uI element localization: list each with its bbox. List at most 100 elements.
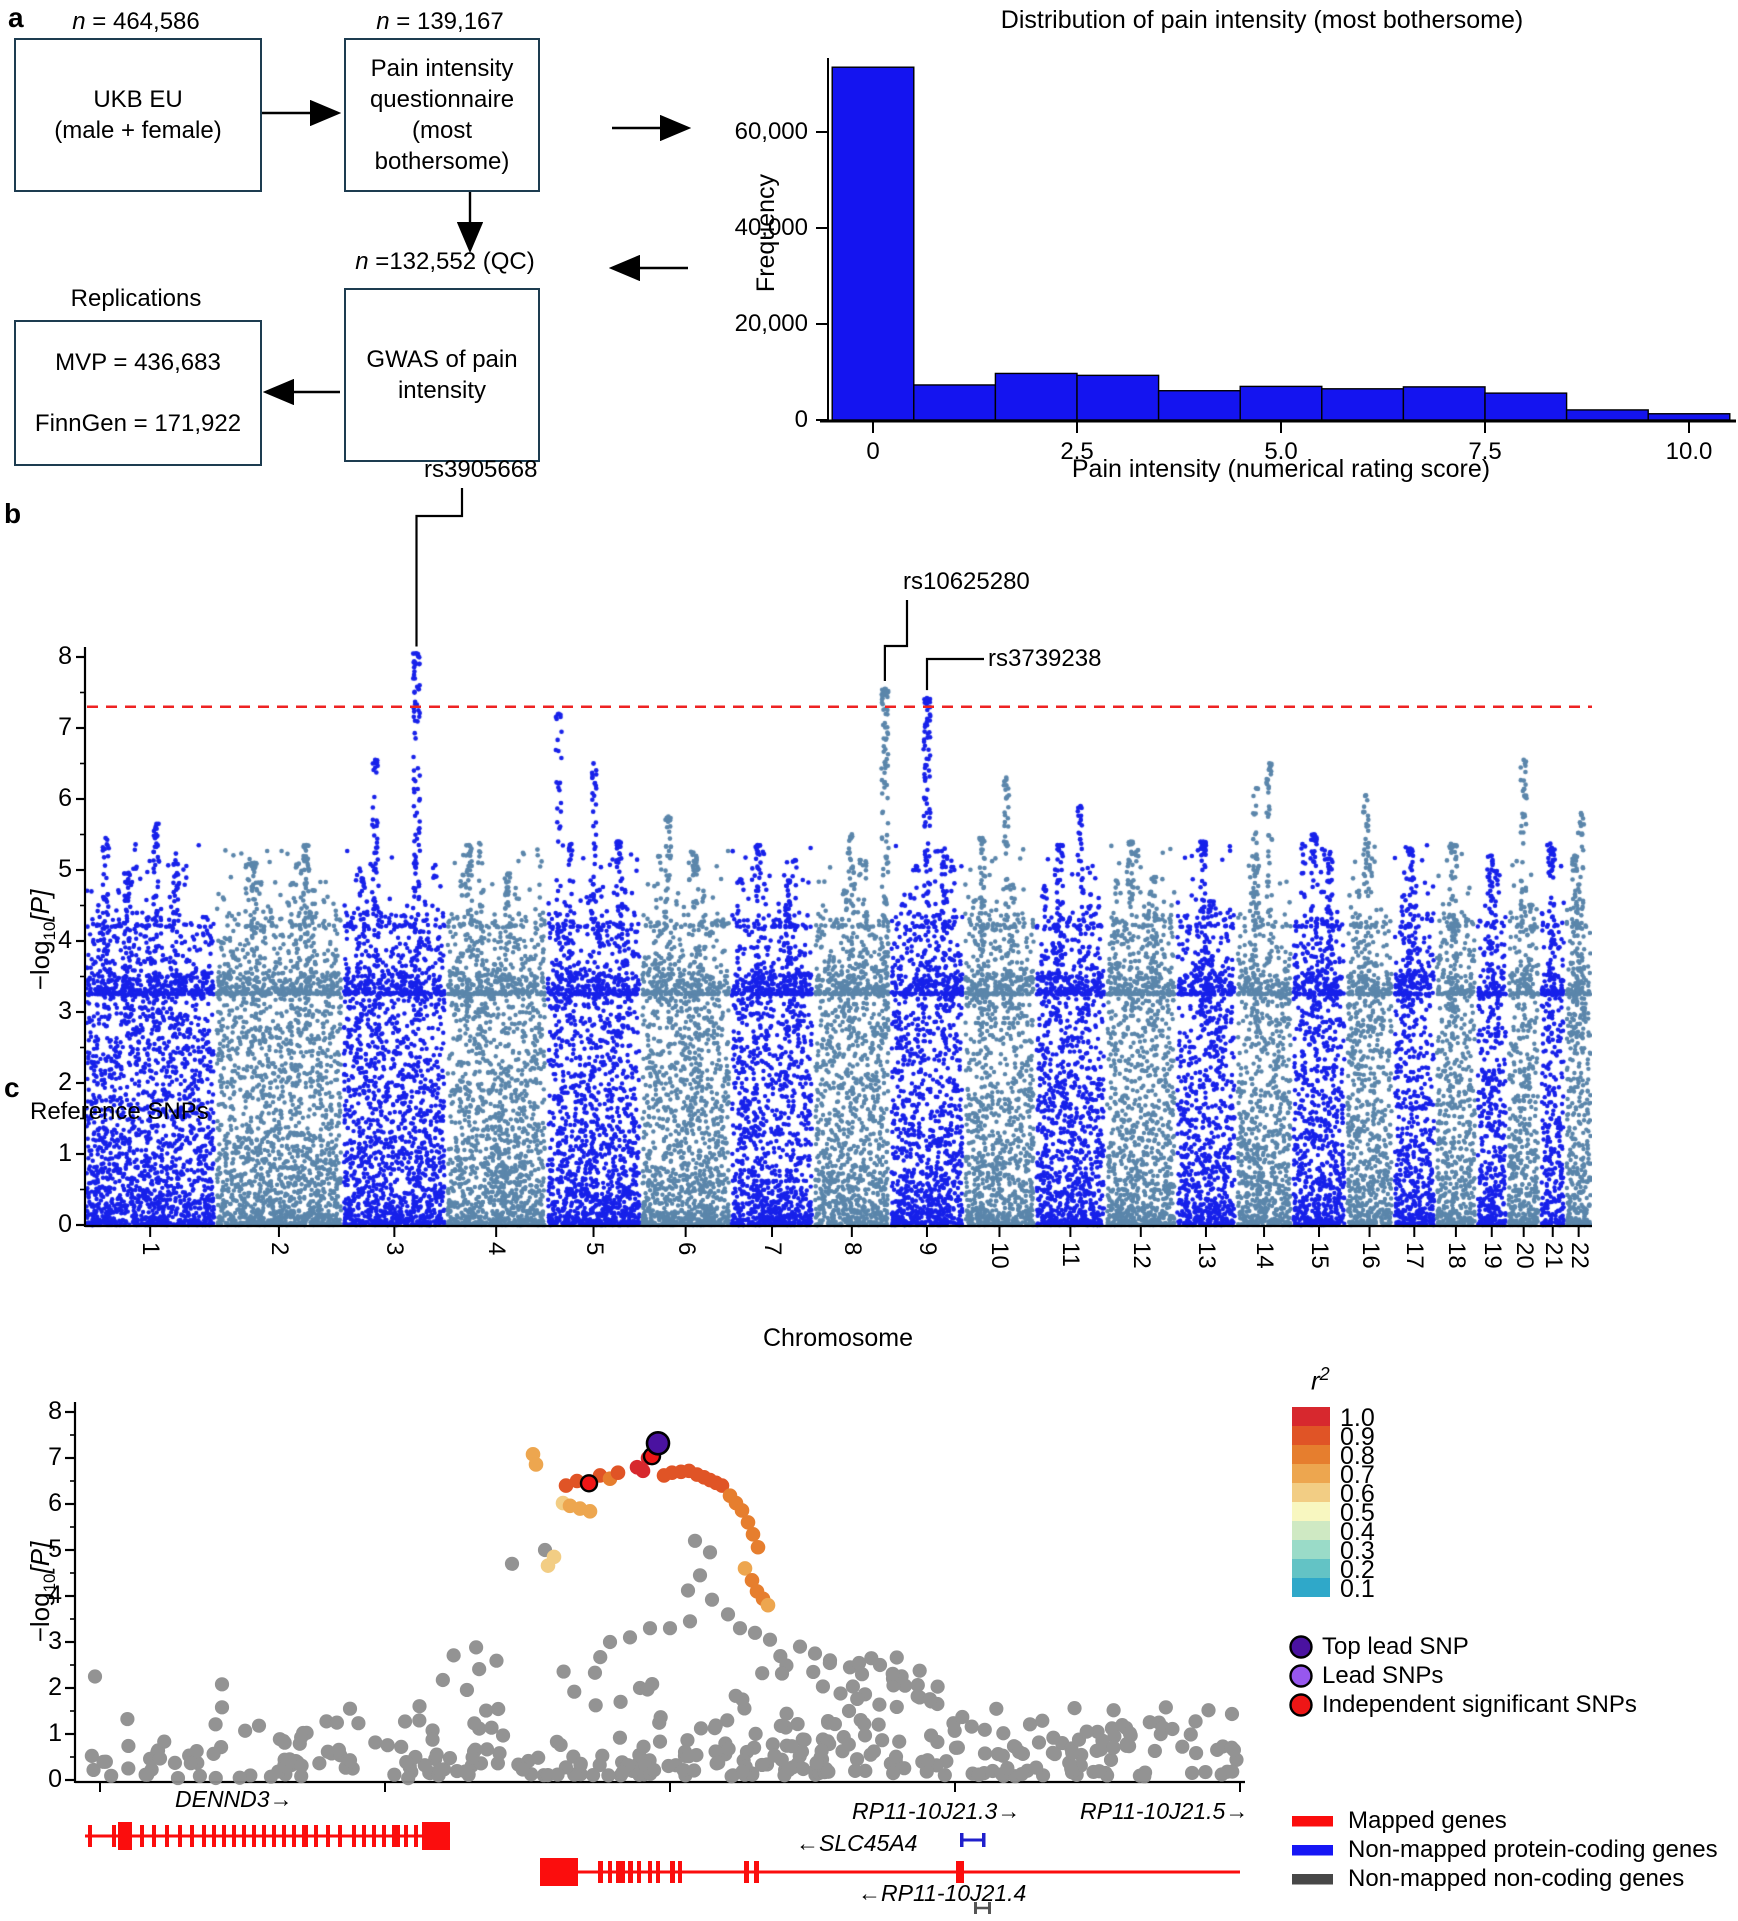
regional-ytick-6: 6 bbox=[48, 1489, 62, 1517]
gene-legend-swatch-1 bbox=[1292, 1845, 1333, 1856]
snp-legend-label-2: Independent significant SNPs bbox=[1322, 1691, 1637, 1718]
gene-legend-swatch-2 bbox=[1292, 1874, 1333, 1885]
histogram-xtick-1: 2.5 bbox=[1060, 438, 1094, 465]
flow-box-gwas-line1: GWAS of pain bbox=[366, 345, 518, 373]
snp-label-rs3905668: rs3905668 bbox=[424, 456, 538, 483]
manhattan-axes bbox=[76, 488, 1592, 1237]
manhattan-chr-label-20: 20 bbox=[1510, 1242, 1538, 1269]
sample-size-questionnaire: n = 139,167 bbox=[376, 8, 504, 35]
manhattan-ytick-2: 2 bbox=[58, 1068, 72, 1096]
replication-mvp: MVP = 436,683 bbox=[55, 348, 221, 376]
replication-finngen: FinnGen = 171,922 bbox=[34, 410, 242, 437]
manhattan-chr-label-5: 5 bbox=[580, 1242, 608, 1256]
gene-label-rp11-10j21-3: RP11-10J21.3→ bbox=[852, 1798, 1021, 1824]
manhattan-chr-label-14: 14 bbox=[1251, 1242, 1279, 1269]
gene-legend-label-2: Non-mapped non-coding genes bbox=[1348, 1865, 1685, 1892]
flow-box-ukb: UKB EU (male + female) bbox=[14, 38, 262, 192]
manhattan-chr-label-1: 1 bbox=[137, 1242, 165, 1256]
manhattan-chr-label-7: 7 bbox=[759, 1242, 787, 1256]
independent-significant-snp-0 bbox=[579, 1474, 599, 1493]
histogram-xlabel: Pain intensity (numerical rating score) bbox=[1071, 455, 1491, 483]
manhattan-ytick-8: 8 bbox=[58, 642, 72, 670]
flowchart-arrows bbox=[262, 99, 692, 406]
manhattan-chr-label-8: 8 bbox=[838, 1242, 866, 1256]
manhattan-chr-label-10: 10 bbox=[986, 1242, 1014, 1269]
histogram-bar-8 bbox=[1484, 392, 1568, 421]
r2-swatch-0.6 bbox=[1292, 1483, 1330, 1502]
r2-label-0.3: 0.3 bbox=[1340, 1537, 1375, 1565]
manhattan-ytick-1: 1 bbox=[58, 1139, 72, 1167]
top-lead-snp-dot bbox=[645, 1430, 671, 1456]
sample-size-qc: n =132,552 (QC) bbox=[355, 248, 535, 275]
r2-label-1.0: 1.0 bbox=[1340, 1404, 1375, 1432]
r2-swatch-0.8 bbox=[1292, 1445, 1330, 1464]
histogram-xtick-3: 7.5 bbox=[1468, 438, 1502, 465]
manhattan-chr-label-4: 4 bbox=[483, 1242, 511, 1256]
histogram-bar-10 bbox=[1647, 413, 1731, 421]
gene-label-dennd3: DENND3→ bbox=[175, 1786, 293, 1812]
snp-legend-marker-1 bbox=[1289, 1664, 1313, 1688]
snp-callout-0 bbox=[415, 488, 464, 647]
histogram-bar-2 bbox=[994, 372, 1078, 421]
flow-box-replications: MVP = 436,683 FinnGen = 171,922 bbox=[14, 320, 262, 466]
manhattan-ytick-0: 0 bbox=[58, 1210, 72, 1238]
r2-label-0.7: 0.7 bbox=[1340, 1461, 1375, 1489]
regional-ytick-3: 3 bbox=[48, 1627, 62, 1655]
manhattan-chr-label-2: 2 bbox=[265, 1242, 293, 1256]
histogram-ytick-2: 40,000 bbox=[734, 214, 808, 241]
manhattan-ytick-6: 6 bbox=[58, 784, 72, 812]
histogram-bar-6 bbox=[1321, 388, 1405, 421]
r2-swatch-0.5 bbox=[1292, 1502, 1330, 1521]
snp-label-rs10625280: rs10625280 bbox=[903, 568, 1030, 595]
r2-swatch-0.2 bbox=[1292, 1559, 1330, 1578]
manhattan-chr-label-13: 13 bbox=[1192, 1242, 1220, 1269]
gene-legend-label-1: Non-mapped protein-coding genes bbox=[1348, 1836, 1718, 1863]
snp-legend-label-1: Lead SNPs bbox=[1322, 1662, 1444, 1689]
manhattan-xlabel: Chromosome bbox=[762, 1324, 914, 1352]
flow-box-questionnaire-line3: (most bothersome) bbox=[374, 117, 510, 176]
manhattan-chr-label-9: 9 bbox=[913, 1242, 941, 1256]
histogram-xtick-0: 0 bbox=[866, 438, 880, 465]
r2-swatch-0.7 bbox=[1292, 1464, 1330, 1483]
manhattan-chr-label-16: 16 bbox=[1356, 1242, 1384, 1269]
flow-box-ukb-line1: UKB EU bbox=[93, 85, 183, 113]
r2-label-0.4: 0.4 bbox=[1340, 1518, 1375, 1546]
manhattan-chr-label-21: 21 bbox=[1539, 1242, 1567, 1269]
histogram-bar-0 bbox=[831, 66, 915, 421]
snp-legend-marker-2 bbox=[1289, 1693, 1313, 1717]
manhattan-ytick-7: 7 bbox=[58, 713, 72, 741]
r2-label-0.8: 0.8 bbox=[1340, 1442, 1375, 1470]
regional-ytick-0: 0 bbox=[48, 1765, 62, 1793]
snp-legend-label-0: Top lead SNP bbox=[1322, 1633, 1469, 1660]
histogram-bar-4 bbox=[1157, 390, 1241, 421]
sample-size-ukb: n = 464,586 bbox=[72, 8, 200, 35]
manhattan-chr-label-11: 11 bbox=[1057, 1242, 1085, 1267]
snp-label-rs3739238: rs3739238 bbox=[988, 645, 1102, 672]
r2-label-0.5: 0.5 bbox=[1340, 1499, 1375, 1527]
flow-box-gwas-line2: intensity bbox=[397, 377, 487, 404]
gene-track bbox=[85, 1822, 1240, 1914]
snp-callout-1 bbox=[883, 600, 909, 681]
histogram-bar-9 bbox=[1565, 409, 1649, 421]
manhattan-chr-label-18: 18 bbox=[1442, 1242, 1470, 1269]
gene-legend-swatch-0 bbox=[1292, 1816, 1333, 1827]
manhattan-chr-label-17: 17 bbox=[1401, 1242, 1429, 1269]
flow-box-ukb-line2: (male + female) bbox=[54, 117, 222, 144]
r2-label-0.1: 0.1 bbox=[1340, 1575, 1375, 1603]
gene-legend-label-0: Mapped genes bbox=[1348, 1807, 1507, 1834]
regional-plot-graphics bbox=[65, 1402, 1333, 1914]
histogram-ytick-3: 60,000 bbox=[734, 118, 808, 145]
regional-ytick-7: 7 bbox=[48, 1443, 62, 1471]
regional-ytick-8: 8 bbox=[48, 1397, 62, 1425]
regional-ytick-5: 5 bbox=[48, 1535, 62, 1563]
gene-label-rp11-10j21-5: RP11-10J21.5→ bbox=[1080, 1798, 1249, 1824]
manhattan-chr-label-22: 22 bbox=[1565, 1242, 1593, 1269]
nonsignificant-snp-dots bbox=[84, 1533, 1244, 1786]
r2-swatch-1.0 bbox=[1292, 1407, 1330, 1426]
snp-legend-marker-0 bbox=[1289, 1635, 1313, 1659]
gene-label-slc45a4: ←SLC45A4 bbox=[796, 1830, 918, 1856]
histogram-bar-1 bbox=[913, 384, 997, 421]
r2-label-0.2: 0.2 bbox=[1340, 1556, 1375, 1584]
